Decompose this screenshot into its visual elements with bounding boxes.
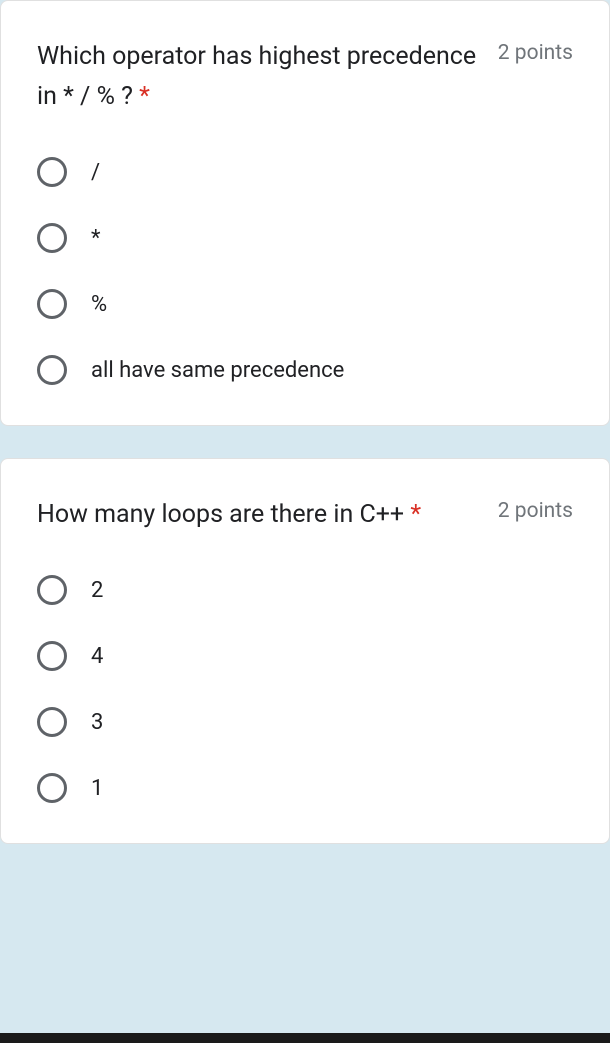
question-text: How many loops are there in C++ * bbox=[37, 495, 498, 535]
radio-icon bbox=[37, 575, 67, 605]
radio-option[interactable]: all have same precedence bbox=[37, 355, 573, 385]
question-title: How many loops are there in C++ bbox=[37, 500, 410, 529]
option-label: * bbox=[91, 226, 100, 251]
radio-icon bbox=[37, 641, 67, 671]
radio-option[interactable]: 4 bbox=[37, 641, 573, 671]
option-label: 3 bbox=[91, 710, 103, 735]
question-text: Which operator has highest precedence in… bbox=[37, 37, 498, 117]
points-label: 2 points bbox=[498, 37, 573, 65]
radio-option[interactable]: 1 bbox=[37, 773, 573, 803]
option-label: 4 bbox=[91, 644, 103, 669]
question-card-1: Which operator has highest precedence in… bbox=[0, 0, 610, 426]
radio-option[interactable]: 3 bbox=[37, 707, 573, 737]
required-star: * bbox=[139, 82, 150, 111]
radio-icon bbox=[37, 157, 67, 187]
radio-option[interactable]: * bbox=[37, 223, 573, 253]
radio-icon bbox=[37, 707, 67, 737]
option-label: / bbox=[91, 160, 100, 185]
option-label: all have same precedence bbox=[91, 358, 344, 383]
option-label: % bbox=[91, 292, 107, 317]
radio-icon bbox=[37, 773, 67, 803]
question-title: Which operator has highest precedence in… bbox=[37, 42, 476, 111]
question-card-2: How many loops are there in C++ * 2 poin… bbox=[0, 458, 610, 844]
radio-icon bbox=[37, 223, 67, 253]
points-label: 2 points bbox=[498, 495, 573, 523]
required-star: * bbox=[410, 500, 421, 529]
radio-option[interactable]: % bbox=[37, 289, 573, 319]
bottom-bar bbox=[0, 1033, 610, 1043]
radio-option[interactable]: / bbox=[37, 157, 573, 187]
radio-icon bbox=[37, 289, 67, 319]
radio-option[interactable]: 2 bbox=[37, 575, 573, 605]
question-header: Which operator has highest precedence in… bbox=[37, 37, 573, 117]
radio-icon bbox=[37, 355, 67, 385]
option-label: 1 bbox=[91, 776, 103, 801]
option-label: 2 bbox=[91, 578, 103, 603]
question-header: How many loops are there in C++ * 2 poin… bbox=[37, 495, 573, 535]
